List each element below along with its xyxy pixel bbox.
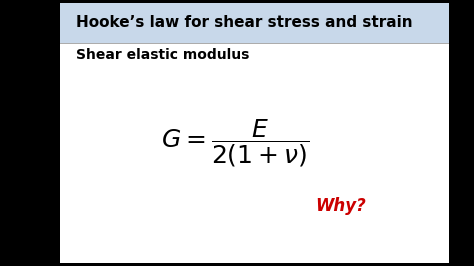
Bar (60, 43, 449, 263)
Text: Why?: Why? (315, 197, 366, 215)
Bar (60, 3, 449, 43)
Text: Hooke’s law for shear stress and strain: Hooke’s law for shear stress and strain (76, 15, 412, 30)
Text: Shear elastic modulus: Shear elastic modulus (76, 48, 249, 62)
Text: $G = \dfrac{E}{2(1+\nu)}$: $G = \dfrac{E}{2(1+\nu)}$ (161, 118, 310, 169)
